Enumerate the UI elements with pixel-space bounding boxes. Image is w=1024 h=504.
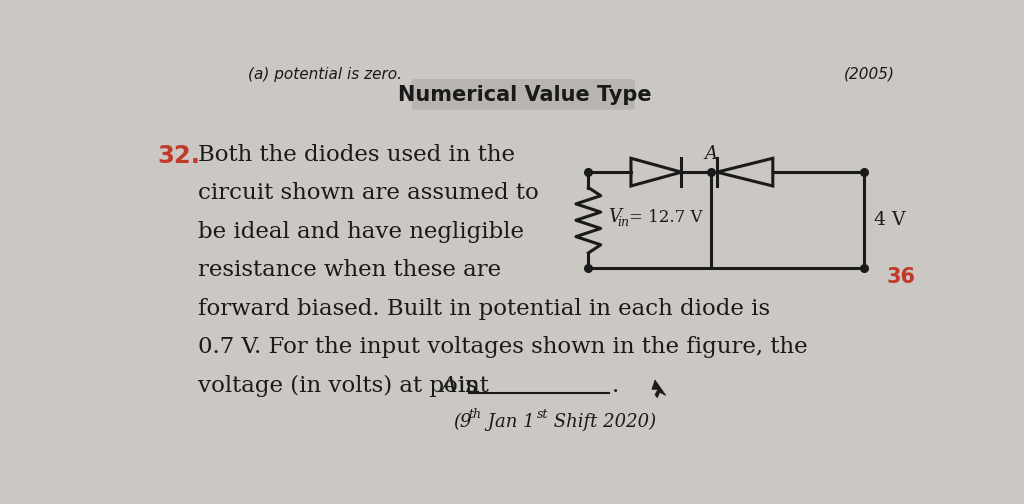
Text: .: . [611,374,618,397]
Text: 36: 36 [887,267,915,287]
Text: 0.7 V. For the input voltages shown in the figure, the: 0.7 V. For the input voltages shown in t… [198,336,807,358]
Text: 32.: 32. [158,144,201,168]
Text: V: V [607,208,621,226]
Text: in: in [617,216,629,229]
Text: A: A [440,374,457,397]
Text: is: is [452,374,477,397]
Polygon shape [652,380,666,398]
Text: resistance when these are: resistance when these are [198,259,501,281]
Text: A: A [705,145,717,163]
Text: Numerical Value Type: Numerical Value Type [398,85,651,105]
Text: Shift 2020): Shift 2020) [548,413,656,431]
Text: (a) potential is zero.: (a) potential is zero. [248,67,402,82]
Text: Jan 1: Jan 1 [482,413,535,431]
Text: circuit shown are assumed to: circuit shown are assumed to [198,182,539,204]
Text: = 12.7 V: = 12.7 V [630,209,702,226]
FancyBboxPatch shape [412,79,635,110]
Text: th: th [468,408,481,421]
Text: 4 V: 4 V [873,211,905,229]
Text: (9: (9 [454,413,472,431]
Text: (2005): (2005) [844,67,895,82]
Text: forward biased. Built in potential in each diode is: forward biased. Built in potential in ea… [198,298,770,320]
Text: voltage (in volts) at point: voltage (in volts) at point [198,374,496,397]
Text: Both the diodes used in the: Both the diodes used in the [198,144,515,166]
Text: st: st [538,408,549,421]
Text: be ideal and have negligible: be ideal and have negligible [198,221,523,242]
